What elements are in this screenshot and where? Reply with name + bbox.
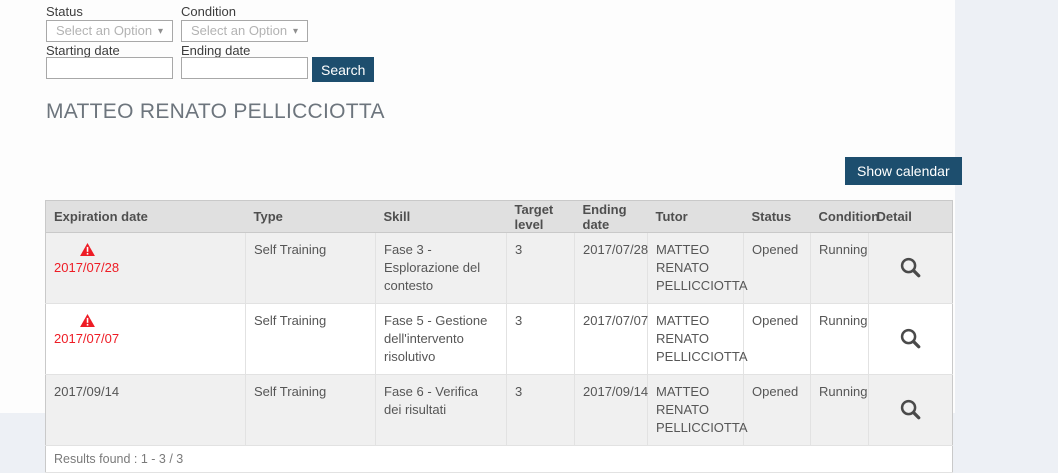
show-calendar-button[interactable]: Show calendar bbox=[845, 157, 962, 185]
detail-cell bbox=[868, 303, 953, 375]
expiration-date-cell: 2017/07/07 bbox=[45, 303, 246, 375]
table-header-row: Expiration date Type Skill Target level … bbox=[45, 200, 953, 233]
magnifier-icon bbox=[900, 257, 921, 278]
detail-cell bbox=[868, 374, 953, 446]
ending-date-cell: 2017/07/07 bbox=[574, 303, 648, 375]
expiration-date-cell: 2017/09/14 bbox=[45, 374, 246, 446]
table-row: 2017/07/07 Self Training Fase 5 - Gestio… bbox=[45, 303, 953, 375]
status-cell: Opened bbox=[743, 303, 811, 375]
status-cell: Opened bbox=[743, 232, 811, 304]
target-level-cell: 3 bbox=[506, 303, 575, 375]
target-level-cell: 3 bbox=[506, 374, 575, 446]
col-header-skill: Skill bbox=[375, 200, 507, 233]
expiration-date-cell: 2017/07/28 bbox=[45, 232, 246, 304]
condition-select[interactable]: Select an Option ▾ bbox=[181, 20, 308, 42]
magnifier-icon bbox=[900, 328, 921, 349]
expiration-date-value: 2017/07/07 bbox=[54, 331, 120, 346]
skill-cell: Fase 5 - Gestione dell'intervento risolu… bbox=[375, 303, 507, 375]
results-found-text: Results found : 1 - 3 / 3 bbox=[45, 445, 953, 473]
table-row: 2017/09/14 Self Training Fase 6 - Verifi… bbox=[45, 374, 953, 446]
type-cell: Self Training bbox=[245, 232, 376, 304]
condition-label: Condition bbox=[181, 4, 236, 19]
condition-cell: Running bbox=[810, 374, 869, 446]
col-header-type: Type bbox=[245, 200, 376, 233]
expiration-date-value: 2017/09/14 bbox=[54, 384, 120, 399]
col-header-status: Status bbox=[743, 200, 811, 233]
condition-cell: Running bbox=[810, 303, 869, 375]
detail-cell bbox=[868, 232, 953, 304]
warning-triangle-icon bbox=[80, 314, 95, 327]
starting-date-input[interactable] bbox=[46, 57, 173, 79]
results-table: Expiration date Type Skill Target level … bbox=[45, 200, 953, 473]
skill-cell: Fase 6 - Verifica dei risultati bbox=[375, 374, 507, 446]
table-footer-row: Results found : 1 - 3 / 3 bbox=[45, 445, 953, 473]
tutor-cell: MATTEO RENATO PELLICCIOTTA bbox=[647, 303, 748, 375]
type-cell: Self Training bbox=[245, 374, 376, 446]
target-level-cell: 3 bbox=[506, 232, 575, 304]
status-select[interactable]: Select an Option ▾ bbox=[46, 20, 173, 42]
col-header-tutor: Tutor bbox=[647, 200, 744, 233]
starting-date-label: Starting date bbox=[46, 43, 120, 58]
col-header-expiration-date: Expiration date bbox=[45, 200, 246, 233]
col-header-condition: Condition bbox=[810, 200, 879, 233]
ending-date-cell: 2017/09/14 bbox=[574, 374, 648, 446]
tutor-cell: MATTEO RENATO PELLICCIOTTA bbox=[647, 374, 748, 446]
chevron-down-icon: ▾ bbox=[292, 26, 298, 37]
ending-date-input[interactable] bbox=[181, 57, 308, 79]
detail-button[interactable] bbox=[899, 398, 922, 424]
status-cell: Opened bbox=[743, 374, 811, 446]
col-header-detail: Detail bbox=[868, 200, 953, 233]
status-label: Status bbox=[46, 4, 83, 19]
detail-button[interactable] bbox=[899, 256, 922, 282]
ending-date-label: Ending date bbox=[181, 43, 251, 58]
tutor-cell: MATTEO RENATO PELLICCIOTTA bbox=[647, 232, 748, 304]
col-header-target-level: Target level bbox=[506, 200, 575, 233]
page-title: MATTEO RENATO PELLICCIOTTA bbox=[46, 100, 385, 123]
warning-triangle-icon bbox=[80, 243, 95, 256]
condition-select-placeholder: Select an Option bbox=[191, 23, 288, 38]
magnifier-icon bbox=[900, 399, 921, 420]
col-header-ending-date: Ending date bbox=[574, 200, 648, 233]
search-button[interactable]: Search bbox=[312, 57, 375, 82]
expiration-date-value: 2017/07/28 bbox=[54, 260, 120, 275]
ending-date-cell: 2017/07/28 bbox=[574, 232, 648, 304]
status-select-placeholder: Select an Option bbox=[56, 23, 153, 38]
table-row: 2017/07/28 Self Training Fase 3 - Esplor… bbox=[45, 232, 953, 304]
detail-button[interactable] bbox=[899, 327, 922, 353]
condition-cell: Running bbox=[810, 232, 869, 304]
skill-cell: Fase 3 - Esplorazione del contesto bbox=[375, 232, 507, 304]
chevron-down-icon: ▾ bbox=[157, 26, 163, 37]
type-cell: Self Training bbox=[245, 303, 376, 375]
